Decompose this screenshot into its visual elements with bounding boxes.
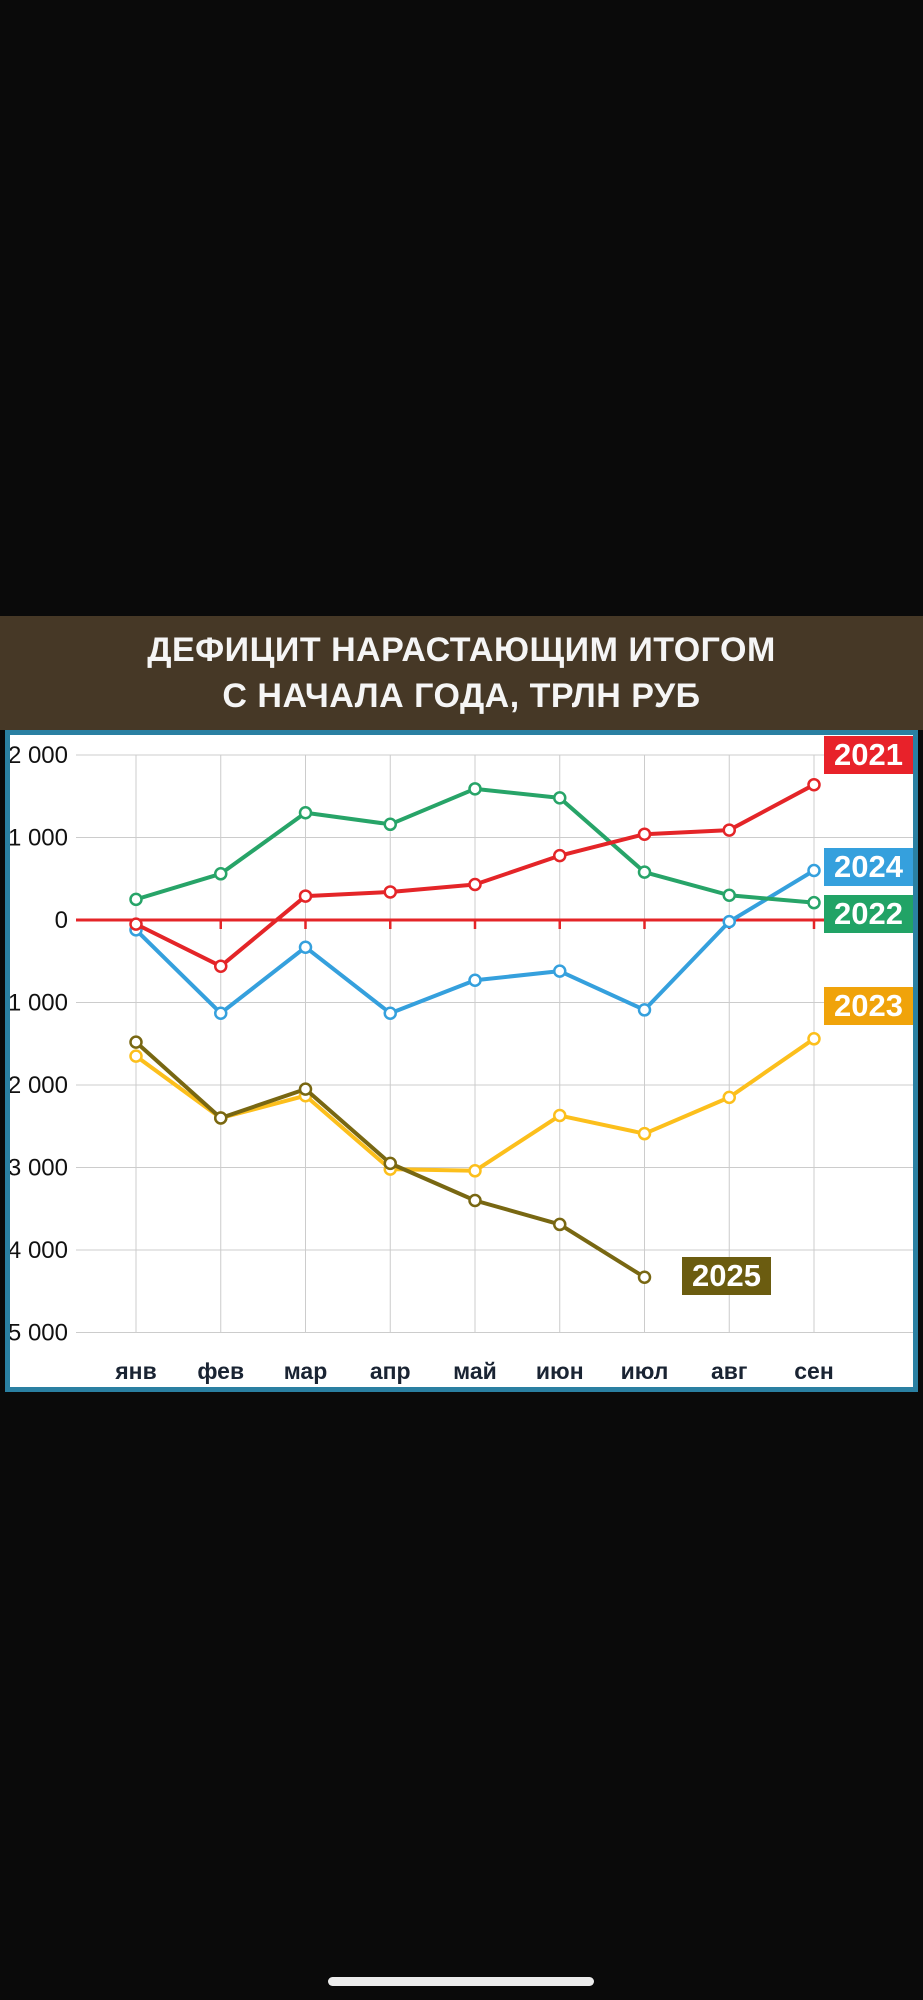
svg-text:авг: авг <box>711 1358 748 1384</box>
chart-panel: 2 000 1 000 0 -1 000 -2 000 -3 000 -4 000 -5 00… <box>5 730 918 1392</box>
deficit-line-chart: 2 000 1 000 0 -1 000 -2 000 -3 000 -4 000 -5 00… <box>10 742 913 1384</box>
banner-title-line1: ДЕФИЦИТ НАРАСТАЮЩИМ ИТОГОМ <box>147 631 776 669</box>
legend-2021: 2021 <box>824 736 913 774</box>
banner-title-line2: С НАЧАЛА ГОДА, ТРЛН РУБ <box>222 677 701 715</box>
svg-text:сен: сен <box>794 1358 833 1384</box>
svg-text:май: май <box>453 1358 497 1384</box>
legend-2022: 2022 <box>824 895 913 933</box>
svg-text:апр: апр <box>370 1358 411 1384</box>
svg-text:янв: янв <box>114 1358 156 1384</box>
chart-banner: ДЕФИЦИТ НАРАСТАЮЩИМ ИТОГОМ С НАЧАЛА ГОДА… <box>0 616 923 730</box>
svg-text:-3 000: -3 000 <box>10 1155 68 1182</box>
legend-2023: 2023 <box>824 987 913 1025</box>
svg-text:июн: июн <box>536 1358 584 1384</box>
svg-text:2 000: 2 000 <box>10 742 68 769</box>
svg-text:июл: июл <box>621 1358 669 1384</box>
legend-2024: 2024 <box>824 848 913 886</box>
svg-text:-1 000: -1 000 <box>10 990 68 1017</box>
home-indicator-handle[interactable] <box>328 1977 594 1986</box>
svg-text:-4 000: -4 000 <box>10 1237 68 1264</box>
svg-text:0: 0 <box>55 907 68 934</box>
svg-text:мар: мар <box>284 1358 328 1384</box>
svg-text:-2 000: -2 000 <box>10 1072 68 1099</box>
svg-text:фев: фев <box>197 1358 244 1384</box>
svg-text:-5 000: -5 000 <box>10 1320 68 1347</box>
svg-text:1 000: 1 000 <box>10 825 68 852</box>
legend-2025: 2025 <box>682 1257 771 1295</box>
